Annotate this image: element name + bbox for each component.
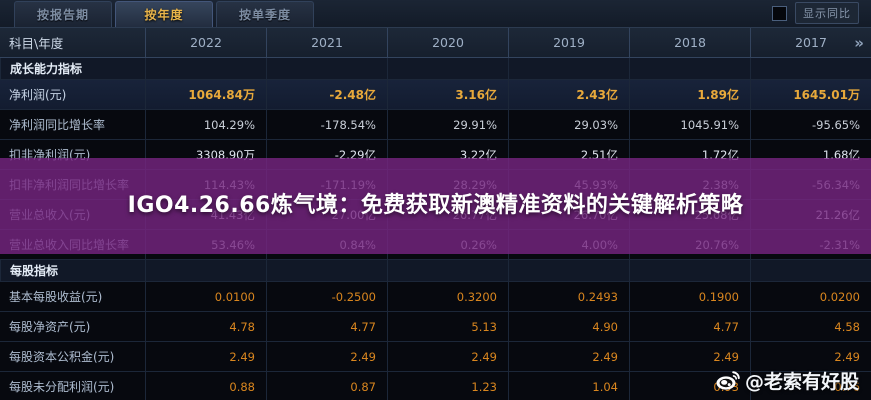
column-header-2020[interactable]: 2020 — [387, 28, 508, 57]
table-cell: 2.49 — [387, 342, 508, 371]
toolbar-right: 显示同比 — [772, 2, 871, 27]
table-cell: 0.88 — [145, 372, 266, 400]
tab-by-single-quarter[interactable]: 按单季度 — [216, 1, 314, 27]
table-cell: 4.58 — [750, 312, 871, 341]
table-cell: -0.2500 — [266, 282, 387, 311]
table-cell: 2.49 — [750, 342, 871, 371]
table-row: 基本每股收益(元) 0.0100 -0.2500 0.3200 0.2493 0.1900… — [0, 282, 871, 312]
column-header-2021[interactable]: 2021 — [266, 28, 387, 57]
table-section-row: 成长能力指标 — [0, 58, 871, 80]
table-cell — [387, 260, 508, 281]
table-row: 净利润同比增长率 104.29% -178.54% 29.91% 29.03% 1045.… — [0, 110, 871, 140]
table-cell — [266, 58, 387, 79]
table-cell: 2.49 — [145, 342, 266, 371]
table-cell: -95.65% — [750, 110, 871, 139]
table-cell: 4.78 — [145, 312, 266, 341]
table-cell: 1645.01万 — [750, 80, 871, 109]
table-cell: 2.49 — [508, 342, 629, 371]
table-cell: 1.89亿 — [629, 80, 750, 109]
row-label: 净利润同比增长率 — [9, 118, 106, 132]
table-cell: -178.54% — [266, 110, 387, 139]
show-yoy-checkbox[interactable] — [772, 5, 787, 21]
table-cell — [266, 260, 387, 281]
tab-by-year[interactable]: 按年度 — [115, 1, 213, 27]
table-cell: 2.49 — [629, 342, 750, 371]
table-cell: -2.48亿 — [266, 80, 387, 109]
row-label: 每股指标 — [0, 260, 145, 281]
table-cell: 4.90 — [508, 312, 629, 341]
table-cell — [750, 260, 871, 281]
table-cell: 104.29% — [145, 110, 266, 139]
row-label: 基本每股收益(元) — [9, 290, 103, 304]
column-header-2018[interactable]: 2018 — [629, 28, 750, 57]
row-label: 每股未分配利润(元) — [9, 380, 115, 394]
column-header-2017[interactable]: 2017 — [750, 28, 871, 57]
row-label: 每股净资产(元) — [9, 320, 91, 334]
table-row: 净利润(元) 1064.84万 -2.48亿 3.16亿 2.43亿 1.89亿 1645.… — [0, 80, 871, 110]
table-cell: 2.49 — [266, 342, 387, 371]
scroll-right-icon[interactable]: » — [854, 34, 864, 52]
row-label: 成长能力指标 — [0, 58, 145, 79]
table-cell — [508, 260, 629, 281]
promo-overlay-banner: IGO4.26.66炼气境：免费获取新澳精准资料的关键解析策略 — [0, 158, 871, 254]
table-cell: 4.77 — [629, 312, 750, 341]
table-cell: 0.3200 — [387, 282, 508, 311]
table-row: 每股未分配利润(元) 0.88 0.87 1.23 1.04 0.93 0.76 — [0, 372, 871, 400]
table-cell — [750, 58, 871, 79]
table-cell: 1045.91% — [629, 110, 750, 139]
table-cell: 2.43亿 — [508, 80, 629, 109]
table-row: 每股资本公积金(元) 2.49 2.49 2.49 2.49 2.49 2.49 — [0, 342, 871, 372]
row-label: 每股资本公积金(元) — [9, 350, 115, 364]
table-cell — [629, 260, 750, 281]
table-cell: 1.04 — [508, 372, 629, 400]
table-cell — [145, 58, 266, 79]
row-label: 净利润(元) — [9, 88, 67, 102]
table-cell: 0.0200 — [750, 282, 871, 311]
table-cell — [508, 58, 629, 79]
promo-overlay-text: IGO4.26.66炼气境：免费获取新澳精准资料的关键解析策略 — [127, 192, 744, 218]
table-header-row: 科目\年度 2022 2021 2020 2019 2018 2017 » — [0, 28, 871, 58]
table-cell: 0.2493 — [508, 282, 629, 311]
column-header-2022[interactable]: 2022 — [145, 28, 266, 57]
table-cell — [145, 260, 266, 281]
table-cell: 1064.84万 — [145, 80, 266, 109]
table-cell: 1.23 — [387, 372, 508, 400]
table-cell: 5.13 — [387, 312, 508, 341]
table-cell: 4.77 — [266, 312, 387, 341]
table-cell: 0.87 — [266, 372, 387, 400]
table-cell: 29.91% — [387, 110, 508, 139]
view-mode-tabbar: 按报告期 按年度 按单季度 显示同比 — [0, 0, 871, 28]
table-cell: 0.93 — [629, 372, 750, 400]
table-cell — [629, 58, 750, 79]
table-section-row: 每股指标 — [0, 260, 871, 282]
show-yoy-label[interactable]: 显示同比 — [795, 2, 859, 24]
table-cell: 0.1900 — [629, 282, 750, 311]
table-cell: 0.76 — [750, 372, 871, 400]
table-cell: 3.16亿 — [387, 80, 508, 109]
header-corner-label: 科目\年度 — [9, 36, 64, 51]
table-cell — [387, 58, 508, 79]
table-row: 每股净资产(元) 4.78 4.77 5.13 4.90 4.77 4.58 — [0, 312, 871, 342]
tab-by-report-period[interactable]: 按报告期 — [14, 1, 112, 27]
table-cell: 0.0100 — [145, 282, 266, 311]
column-header-2019[interactable]: 2019 — [508, 28, 629, 57]
table-cell: 29.03% — [508, 110, 629, 139]
